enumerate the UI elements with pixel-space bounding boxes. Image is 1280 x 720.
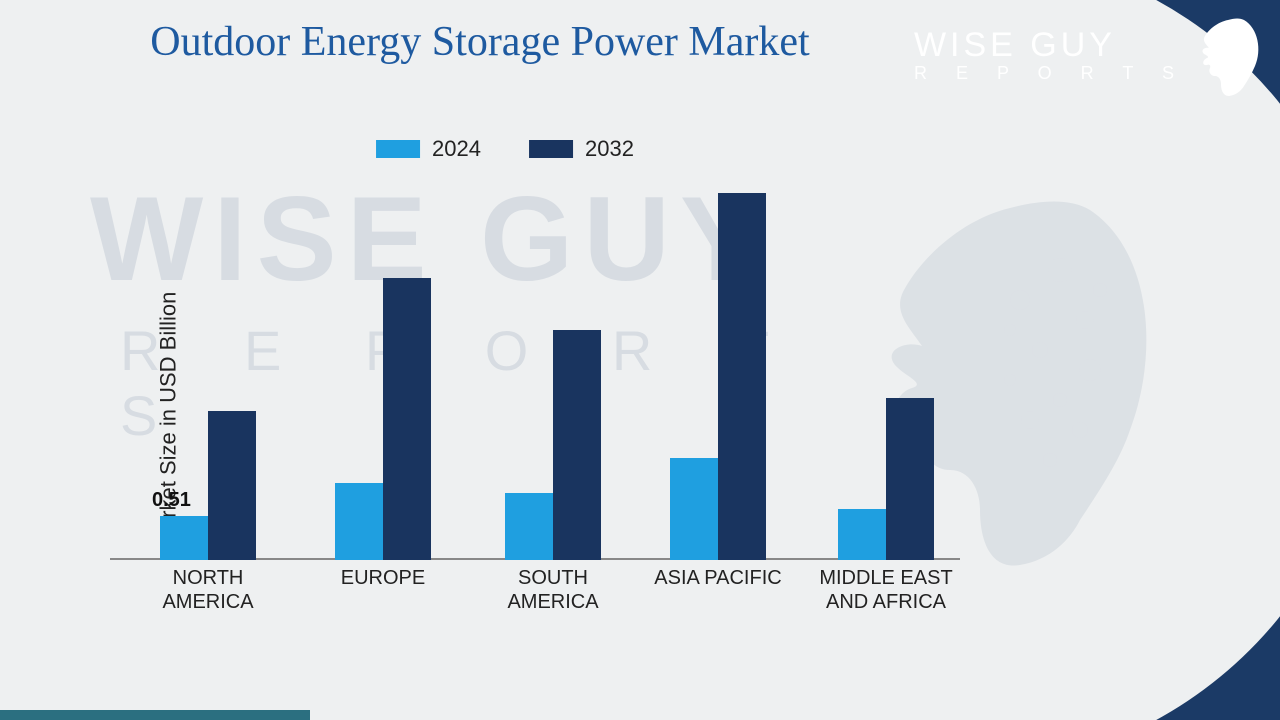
bar-group-4 — [838, 398, 934, 560]
category-label-3: ASIA PACIFIC — [638, 566, 798, 590]
bar-group-3 — [670, 193, 766, 560]
bar-2032-1 — [383, 278, 431, 560]
bar-2024-0 — [160, 516, 208, 560]
bar-2032-0 — [208, 411, 256, 560]
category-label-2: SOUTH AMERICA — [473, 566, 633, 614]
bar-2024-1 — [335, 483, 383, 560]
legend-item-2024: 2024 — [376, 136, 481, 162]
bar-2032-4 — [886, 398, 934, 560]
bottom-accent-bar — [0, 710, 310, 720]
brand-line1: WISE GUY — [914, 26, 1186, 65]
category-label-4: MIDDLE EAST AND AFRICA — [806, 566, 966, 614]
plot-area: 0.51 — [110, 176, 960, 560]
category-label-0: NORTH AMERICA — [128, 566, 288, 614]
bar-2024-4 — [838, 509, 886, 560]
legend-swatch-2024 — [376, 140, 420, 158]
bar-group-0 — [160, 411, 256, 560]
bar-2024-2 — [505, 493, 553, 560]
legend-item-2032: 2032 — [529, 136, 634, 162]
brand-logo: WISE GUY R E P O R T S — [914, 14, 1262, 96]
legend-swatch-2032 — [529, 140, 573, 158]
legend-label-2032: 2032 — [585, 136, 634, 162]
brand-head-icon — [1192, 14, 1262, 96]
brand-line2: R E P O R T S — [914, 63, 1186, 84]
bar-2032-2 — [553, 330, 601, 560]
value-label-0: 0.51 — [152, 489, 191, 512]
bar-group-1 — [335, 278, 431, 560]
chart-title: Outdoor Energy Storage Power Market — [0, 18, 960, 66]
chart-area: Market Size in USD Billion 2024 2032 — [50, 140, 960, 700]
legend-label-2024: 2024 — [432, 136, 481, 162]
bar-2032-3 — [718, 193, 766, 560]
legend: 2024 2032 — [376, 136, 634, 162]
bar-group-2 — [505, 330, 601, 560]
bar-2024-3 — [670, 458, 718, 560]
category-labels: NORTH AMERICA EUROPE SOUTH AMERICA ASIA … — [110, 560, 960, 700]
category-label-1: EUROPE — [303, 566, 463, 590]
